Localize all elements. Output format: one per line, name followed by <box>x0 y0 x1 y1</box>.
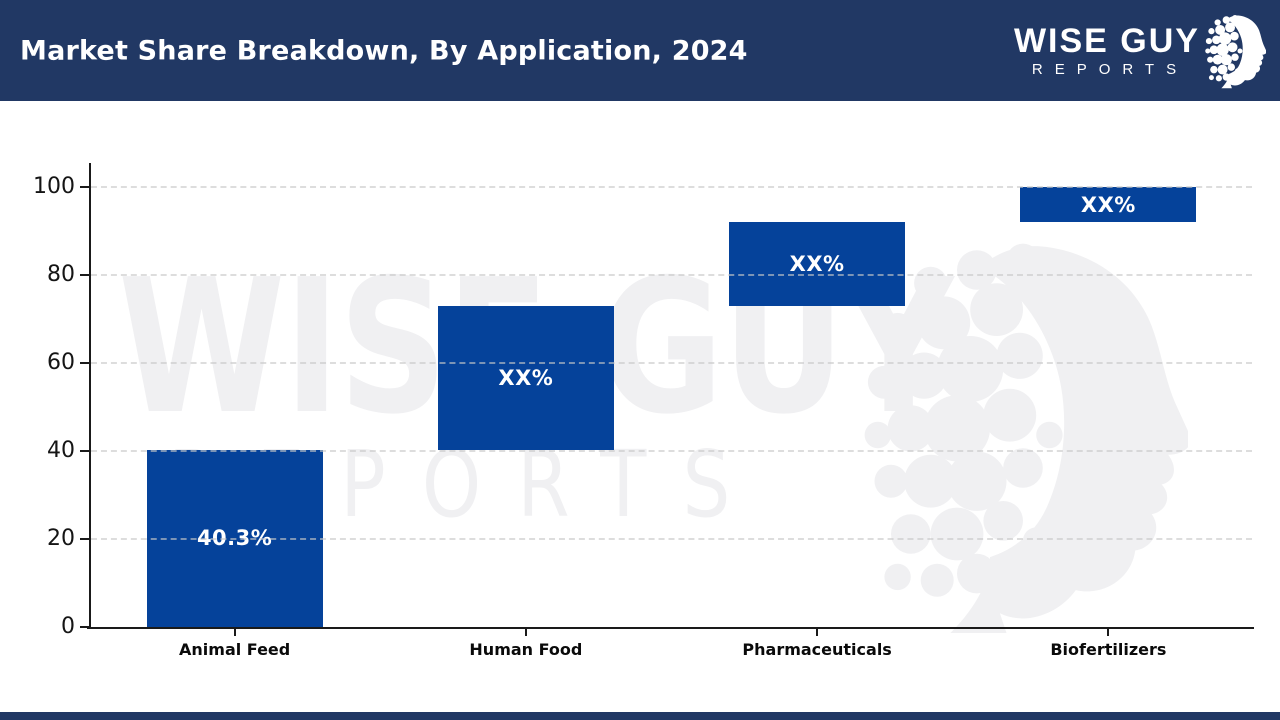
brand-logo: WISE GUY REPORTS <box>1014 8 1266 94</box>
y-axis-tick <box>80 450 89 452</box>
logo-subtext: REPORTS <box>1031 61 1189 79</box>
gridline <box>91 186 1252 188</box>
y-axis-tick <box>80 362 89 364</box>
y-axis-tick-label: 60 <box>47 350 75 375</box>
gridline <box>91 538 1252 540</box>
x-axis-category-label: Pharmaceuticals <box>742 640 892 659</box>
x-axis-tick <box>1107 628 1110 636</box>
y-axis-tick <box>80 186 89 188</box>
bar-value-label: XX% <box>789 251 845 276</box>
x-axis-category-label: Human Food <box>469 640 583 659</box>
bar-pharmaceuticals: XX% <box>729 222 906 306</box>
footer-bar <box>0 712 1280 720</box>
logo-wordmark: WISE GUY <box>1013 21 1200 60</box>
bar-chart: 0 20 40 60 80 100 40.3% Animal Feed XX% Human Foo… <box>33 150 1254 659</box>
bar-value-label: XX% <box>498 365 554 390</box>
x-axis-tick <box>816 628 819 636</box>
bar-biofertilizers: XX% <box>1020 187 1197 223</box>
y-axis-tick <box>80 626 89 628</box>
x-axis-tick <box>524 628 527 636</box>
y-axis-tick-label: 100 <box>33 174 75 199</box>
gridline <box>91 450 1252 452</box>
x-axis-tick <box>233 628 236 636</box>
y-axis-tick-label: 0 <box>61 614 75 639</box>
header-bar: Market Share Breakdown, By Application, … <box>0 0 1280 101</box>
gridline <box>91 274 1252 276</box>
page-title: Market Share Breakdown, By Application, … <box>20 35 748 66</box>
y-axis-tick-label: 20 <box>47 526 75 551</box>
bar-human-food: XX% <box>437 305 614 450</box>
bar-value-label: XX% <box>1080 192 1136 217</box>
gridline <box>91 362 1252 364</box>
wiseguy-head-icon <box>1205 15 1266 89</box>
y-axis-tick <box>80 274 89 276</box>
logo-text: WISE GUY REPORTS <box>1013 21 1200 79</box>
x-axis-category-label: Animal Feed <box>179 640 291 659</box>
y-axis-tick-label: 80 <box>47 262 75 287</box>
y-axis-tick-label: 40 <box>47 438 75 463</box>
x-axis-line <box>87 627 1254 629</box>
y-axis-tick <box>80 538 89 540</box>
x-axis-category-label: Biofertilizers <box>1050 640 1167 659</box>
y-axis-line <box>89 163 91 629</box>
